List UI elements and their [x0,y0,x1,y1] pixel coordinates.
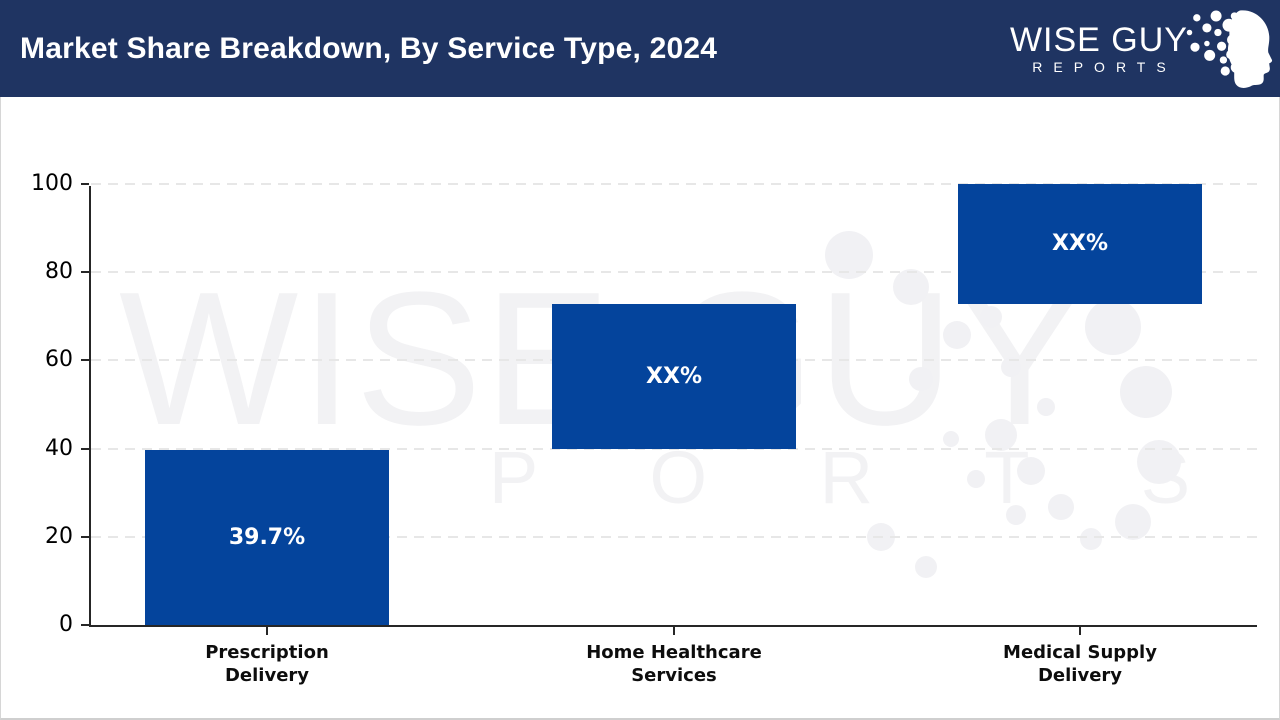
y-tick-label: 20 [45,523,73,549]
y-tick-label: 100 [31,171,73,196]
x-category-label: Medical Supply Delivery [1003,642,1157,686]
y-tick-mark [81,624,89,626]
wiseguy-head-logo-icon [1186,9,1273,88]
y-tick-mark [81,535,89,538]
bar-label: XX% [1052,231,1108,257]
gridline [91,271,1257,274]
brand-subname: REPORTS [1032,58,1177,75]
page-title: Market Share Breakdown, By Service Type,… [20,31,718,65]
y-tick-mark [81,271,89,274]
x-tick-mark [673,627,675,635]
brand-name: WISE GUY [1009,20,1188,59]
x-tick-mark [1079,627,1081,635]
x-category-label: Prescription Delivery [205,642,329,686]
bar: XX% [958,184,1202,304]
y-tick-mark [81,447,89,450]
bar-label: 39.7% [228,524,306,550]
chart-area: WISE GUY R E P O R T S 0 20 40 60 80 100 39.7%… [0,97,1280,720]
brand-logo-text: WISE GUY REPORTS [1010,22,1188,76]
gridline [91,183,1257,185]
plot-area: 0 20 40 60 80 100 39.7% Prescription Delivery XX%… [31,171,1257,686]
y-tick-mark [81,359,89,362]
y-tick-label: 40 [45,435,73,461]
y-tick-label: 0 [59,612,73,637]
gridline [91,535,1257,538]
x-category-label: Home Healthcare Services [586,642,762,686]
x-tick-mark [266,627,268,635]
y-tick-label: 80 [45,259,73,285]
bar-label: XX% [646,363,702,389]
gridline [91,447,1257,450]
y-tick-mark [81,183,89,185]
header-bar: Market Share Breakdown, By Service Type,… [0,0,1280,97]
brand-logo: WISE GUY REPORTS [1010,5,1280,93]
bar: 39.7% [145,449,389,625]
bar: XX% [552,303,796,449]
y-tick-label: 60 [45,347,73,373]
